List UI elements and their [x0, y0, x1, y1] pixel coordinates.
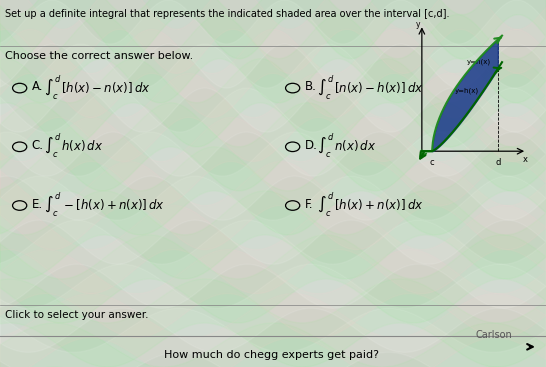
Text: C.: C.	[32, 139, 44, 152]
Text: Click to select your answer.: Click to select your answer.	[5, 310, 149, 320]
Text: $\int_c^d\,[h(x) + n(x)]\,dx$: $\int_c^d\,[h(x) + n(x)]\,dx$	[317, 190, 423, 218]
Text: $\int_c^d\,n(x)\,dx$: $\int_c^d\,n(x)\,dx$	[317, 131, 376, 159]
Text: y=n(x): y=n(x)	[467, 58, 491, 65]
Text: D.: D.	[305, 139, 318, 152]
Text: y=h(x): y=h(x)	[455, 87, 479, 94]
Text: y: y	[416, 20, 420, 29]
Text: F.: F.	[305, 197, 313, 211]
Text: Set up a definite integral that represents the indicated shaded area over the in: Set up a definite integral that represen…	[5, 9, 450, 19]
Text: Choose the correct answer below.: Choose the correct answer below.	[5, 51, 194, 61]
Text: E.: E.	[32, 197, 43, 211]
Text: $\int_c^d\,-[h(x) + n(x)]\,dx$: $\int_c^d\,-[h(x) + n(x)]\,dx$	[44, 190, 165, 218]
Text: Carlson: Carlson	[475, 330, 512, 340]
Text: c: c	[429, 158, 434, 167]
Text: $\int_c^d\,h(x)\,dx$: $\int_c^d\,h(x)\,dx$	[44, 131, 103, 159]
Text: B.: B.	[305, 80, 317, 93]
Text: $\int_c^d\,[h(x) - n(x)]\,dx$: $\int_c^d\,[h(x) - n(x)]\,dx$	[44, 73, 150, 101]
Text: d: d	[495, 158, 501, 167]
Text: How much do chegg experts get paid?: How much do chegg experts get paid?	[164, 350, 379, 360]
Text: $\int_c^d\,[n(x) - h(x)]\,dx$: $\int_c^d\,[n(x) - h(x)]\,dx$	[317, 73, 423, 101]
Text: A.: A.	[32, 80, 43, 93]
Text: x: x	[523, 155, 528, 164]
